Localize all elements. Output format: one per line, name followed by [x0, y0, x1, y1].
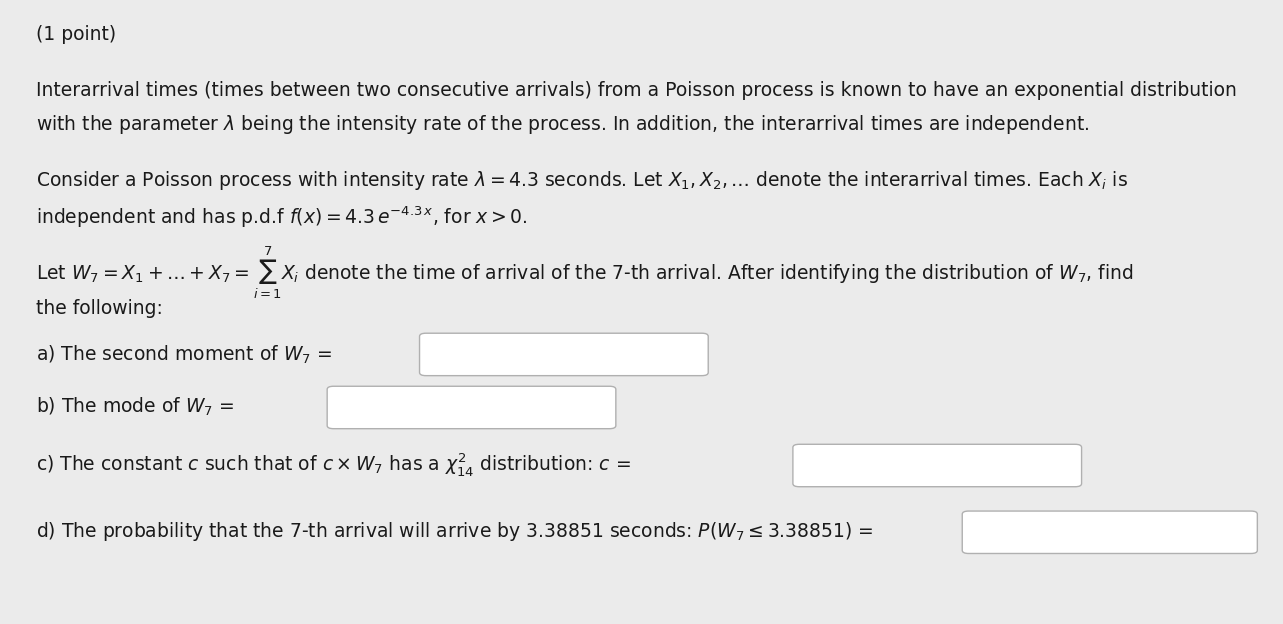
- Text: Interarrival times (times between two consecutive arrivals) from a Poisson proce: Interarrival times (times between two co…: [36, 81, 1237, 100]
- Text: c) The constant $c$ such that of $c \times W_7$ has a $\chi^2_{14}$ distribution: c) The constant $c$ such that of $c \tim…: [36, 451, 631, 479]
- FancyBboxPatch shape: [793, 444, 1082, 487]
- Text: (1 point): (1 point): [36, 25, 115, 44]
- Text: d) The probability that the 7-th arrival will arrive by 3.38851 seconds: $P(W_7 : d) The probability that the 7-th arrival…: [36, 520, 874, 543]
- FancyBboxPatch shape: [327, 386, 616, 429]
- Text: the following:: the following:: [36, 300, 163, 318]
- Text: b) The mode of $W_7$ =: b) The mode of $W_7$ =: [36, 396, 235, 418]
- Text: independent and has p.d.f $f(x) = 4.3\, e^{-4.3\, x}$, for $x > 0$.: independent and has p.d.f $f(x) = 4.3\, …: [36, 205, 527, 230]
- Text: Let $W_7 = X_1 + \ldots + X_7 = \sum_{i=1}^{7} X_i$ denote the time of arrival o: Let $W_7 = X_1 + \ldots + X_7 = \sum_{i=…: [36, 245, 1134, 301]
- FancyBboxPatch shape: [420, 333, 708, 376]
- FancyBboxPatch shape: [962, 511, 1257, 553]
- Text: a) The second moment of $W_7$ =: a) The second moment of $W_7$ =: [36, 343, 332, 366]
- Text: Consider a Poisson process with intensity rate $\lambda = 4.3$ seconds. Let $X_1: Consider a Poisson process with intensit…: [36, 170, 1128, 192]
- Text: with the parameter $\lambda$ being the intensity rate of the process. In additio: with the parameter $\lambda$ being the i…: [36, 114, 1089, 136]
